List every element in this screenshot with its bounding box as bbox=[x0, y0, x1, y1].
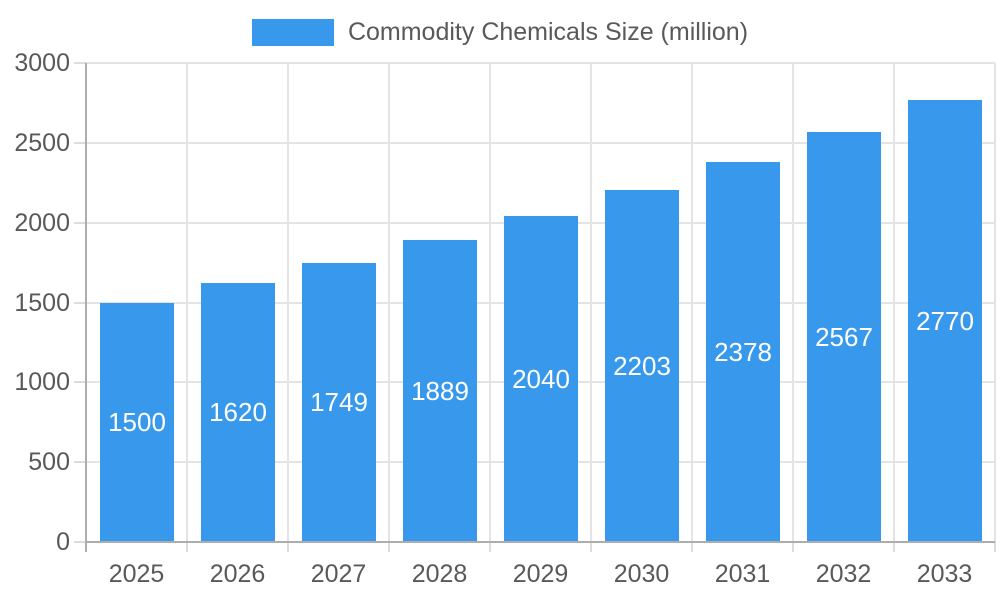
x-gridline bbox=[691, 63, 693, 542]
x-gridline bbox=[792, 63, 794, 542]
y-tick-label: 3000 bbox=[14, 49, 70, 77]
legend-item[interactable]: Commodity Chemicals Size (million) bbox=[0, 15, 1000, 49]
y-axis-tick bbox=[74, 461, 86, 463]
x-gridline bbox=[994, 63, 996, 542]
x-axis-tick bbox=[590, 542, 592, 552]
bar-value-label: 1889 bbox=[411, 375, 469, 406]
x-tick-label: 2029 bbox=[512, 560, 569, 588]
x-gridline bbox=[893, 63, 895, 542]
x-axis-tick bbox=[388, 542, 390, 552]
x-tick-label: 2033 bbox=[916, 560, 973, 588]
y-tick-label: 2000 bbox=[14, 209, 70, 237]
x-gridline bbox=[388, 63, 390, 542]
x-axis-tick bbox=[489, 542, 491, 552]
x-axis-line bbox=[86, 541, 995, 543]
y-tick-label: 500 bbox=[28, 448, 70, 476]
x-gridline bbox=[590, 63, 592, 542]
y-axis-tick bbox=[74, 142, 86, 144]
x-axis-tick bbox=[893, 542, 895, 552]
bar[interactable]: 1889 bbox=[403, 240, 477, 541]
legend-label: Commodity Chemicals Size (million) bbox=[347, 18, 749, 46]
x-axis-tick bbox=[186, 542, 188, 552]
x-tick-label: 2030 bbox=[613, 560, 670, 588]
bar[interactable]: 2567 bbox=[807, 132, 881, 541]
bar-value-label: 2378 bbox=[714, 336, 772, 367]
bar-value-label: 2567 bbox=[815, 321, 873, 352]
bar[interactable]: 1500 bbox=[100, 303, 174, 541]
bar-value-label: 1749 bbox=[310, 387, 368, 417]
bar-value-label: 1620 bbox=[209, 397, 267, 427]
bar[interactable]: 1749 bbox=[302, 263, 376, 541]
x-tick-label: 2028 bbox=[411, 560, 468, 588]
y-tick-label: 1500 bbox=[14, 289, 70, 317]
y-gridline bbox=[86, 142, 995, 144]
bar-value-label: 1500 bbox=[108, 407, 166, 437]
x-tick-label: 2027 bbox=[310, 560, 367, 588]
x-axis-tick bbox=[994, 542, 996, 552]
y-axis-tick bbox=[74, 62, 86, 64]
y-axis-tick bbox=[74, 381, 86, 383]
bar-value-label: 2040 bbox=[512, 363, 570, 394]
bar-value-label: 2770 bbox=[916, 305, 974, 336]
y-axis-tick bbox=[74, 222, 86, 224]
y-tick-label: 2500 bbox=[14, 129, 70, 157]
bar-value-label: 2203 bbox=[613, 350, 671, 381]
legend-swatch bbox=[251, 18, 334, 46]
bar[interactable]: 2378 bbox=[706, 162, 780, 541]
x-tick-label: 2031 bbox=[714, 560, 771, 588]
bar[interactable]: 2040 bbox=[504, 216, 578, 541]
x-gridline bbox=[287, 63, 289, 542]
bar[interactable]: 1620 bbox=[201, 283, 275, 541]
x-gridline bbox=[489, 63, 491, 542]
bar[interactable]: 2770 bbox=[908, 100, 982, 541]
x-gridline bbox=[186, 63, 188, 542]
x-tick-label: 2026 bbox=[209, 560, 266, 588]
y-gridline bbox=[86, 62, 995, 64]
y-axis-tick bbox=[74, 302, 86, 304]
x-tick-label: 2025 bbox=[108, 560, 165, 588]
y-tick-label: 0 bbox=[56, 528, 70, 556]
x-axis-tick bbox=[691, 542, 693, 552]
y-axis-line bbox=[85, 63, 87, 552]
x-axis-tick bbox=[287, 542, 289, 552]
x-axis-tick bbox=[792, 542, 794, 552]
y-axis-tick bbox=[74, 541, 86, 543]
x-tick-label: 2032 bbox=[815, 560, 872, 588]
y-tick-label: 1000 bbox=[14, 368, 70, 396]
bar[interactable]: 2203 bbox=[605, 190, 679, 541]
